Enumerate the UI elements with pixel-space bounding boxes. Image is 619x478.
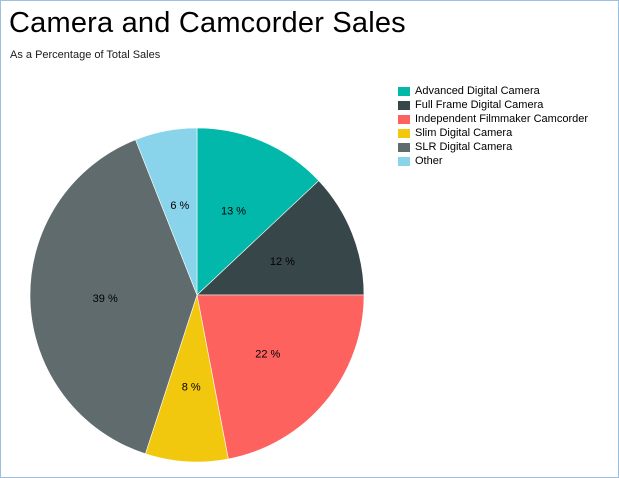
pie-slice-5[interactable] bbox=[135, 127, 198, 296]
legend-item-2[interactable]: Independent Filmmaker Camcorder bbox=[398, 114, 588, 125]
legend-label: Slim Digital Camera bbox=[415, 127, 513, 139]
slice-label: 8 % bbox=[182, 382, 201, 394]
legend: Advanced Digital Camera Full Frame Digita… bbox=[398, 86, 588, 167]
slice-label: 39 % bbox=[93, 293, 118, 305]
pie-chart: 13 % 12 % 22 % 8 % 39 % 6 % bbox=[29, 127, 365, 463]
legend-label: SLR Digital Camera bbox=[415, 141, 513, 153]
legend-label: Other bbox=[415, 155, 443, 167]
pie-chart-svg: 13 % 12 % 22 % 8 % 39 % 6 % bbox=[29, 127, 365, 463]
slice-label: 13 % bbox=[221, 206, 246, 218]
pie-slice-1[interactable] bbox=[196, 180, 365, 296]
legend-swatch bbox=[398, 143, 410, 152]
legend-swatch bbox=[398, 129, 410, 138]
legend-item-1[interactable]: Full Frame Digital Camera bbox=[398, 100, 588, 111]
page-title: Camera and Camcorder Sales bbox=[9, 7, 406, 39]
legend-item-3[interactable]: Slim Digital Camera bbox=[398, 128, 588, 139]
legend-swatch bbox=[398, 157, 410, 166]
legend-label: Independent Filmmaker Camcorder bbox=[415, 113, 589, 125]
legend-item-5[interactable]: Other bbox=[398, 156, 588, 167]
page-subtitle: As a Percentage of Total Sales bbox=[10, 49, 161, 61]
slice-label: 6 % bbox=[170, 200, 189, 212]
legend-item-0[interactable]: Advanced Digital Camera bbox=[398, 86, 588, 97]
legend-item-4[interactable]: SLR Digital Camera bbox=[398, 142, 588, 153]
pie-slice-4[interactable] bbox=[29, 139, 198, 455]
legend-label: Advanced Digital Camera bbox=[415, 85, 540, 97]
slice-label: 12 % bbox=[270, 256, 295, 268]
legend-label: Full Frame Digital Camera bbox=[415, 99, 544, 111]
pie-slice-0[interactable] bbox=[196, 127, 320, 296]
legend-swatch bbox=[398, 87, 410, 96]
legend-swatch bbox=[398, 101, 410, 110]
slice-label: 22 % bbox=[255, 349, 280, 361]
legend-swatch bbox=[398, 115, 410, 124]
pie-slice-2[interactable] bbox=[196, 294, 365, 460]
